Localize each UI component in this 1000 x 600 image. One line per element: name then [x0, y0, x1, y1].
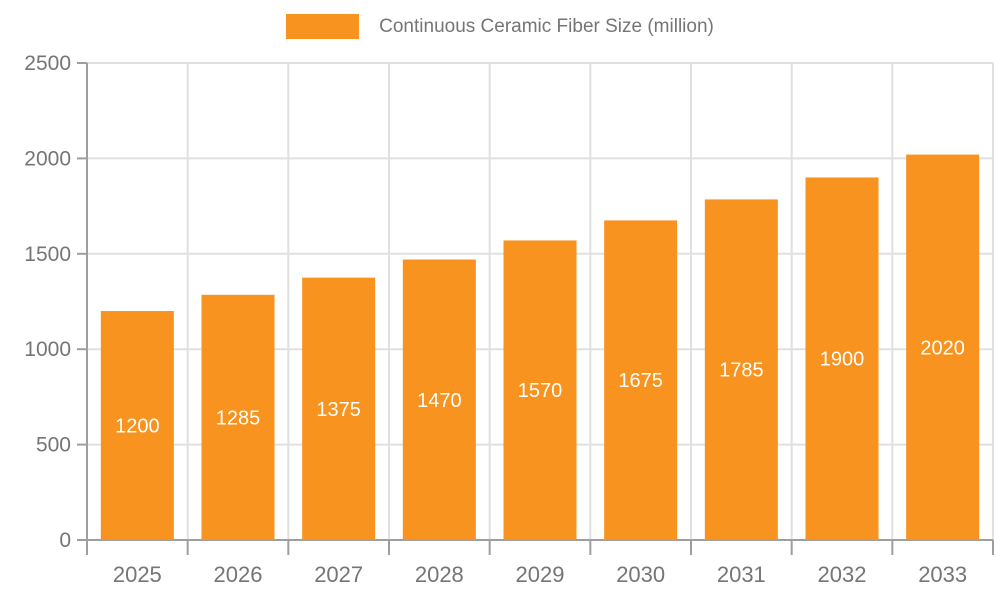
y-axis-tick-label: 0 [59, 529, 71, 552]
bar-value-label: 1785 [719, 360, 764, 382]
bar-value-label: 1285 [216, 407, 261, 429]
x-axis-tick-label: 2030 [616, 562, 665, 587]
legend-swatch-icon [286, 14, 360, 39]
bar [906, 154, 980, 541]
bar [302, 277, 376, 540]
y-axis-tick-label: 2000 [24, 147, 71, 170]
bar [604, 220, 678, 540]
y-axis-tick-label: 500 [36, 434, 71, 457]
bar-value-label: 1470 [417, 390, 462, 412]
x-axis-tick-label: 2029 [516, 562, 565, 587]
bar [100, 311, 174, 540]
x-axis-tick-label: 2025 [113, 562, 162, 587]
x-axis-tick-label: 2026 [214, 562, 263, 587]
x-axis-tick-label: 2027 [314, 562, 363, 587]
x-axis-tick-label: 2033 [918, 562, 967, 587]
bar-value-label: 1375 [316, 399, 361, 421]
y-axis-tick-label: 1500 [24, 243, 71, 266]
chart-legend[interactable]: Continuous Ceramic Fiber Size (million) [0, 14, 1000, 39]
bar-value-label: 1200 [115, 416, 160, 438]
bar [503, 240, 577, 540]
bar-value-label: 2020 [920, 337, 965, 359]
bar [805, 177, 879, 541]
y-axis-tick-label: 2500 [24, 52, 71, 75]
y-axis-tick-label: 1000 [24, 338, 71, 361]
x-axis-tick-label: 2028 [415, 562, 464, 587]
x-axis-tick-label: 2032 [818, 562, 867, 587]
bar [402, 259, 476, 540]
bar-value-label: 1900 [820, 349, 865, 371]
bar-value-label: 1675 [618, 370, 663, 392]
legend-label: Continuous Ceramic Fiber Size (million) [379, 15, 714, 37]
bar-value-label: 1570 [518, 380, 563, 402]
bar [201, 294, 275, 540]
x-axis-tick-label: 2031 [717, 562, 766, 587]
bar [704, 199, 778, 540]
